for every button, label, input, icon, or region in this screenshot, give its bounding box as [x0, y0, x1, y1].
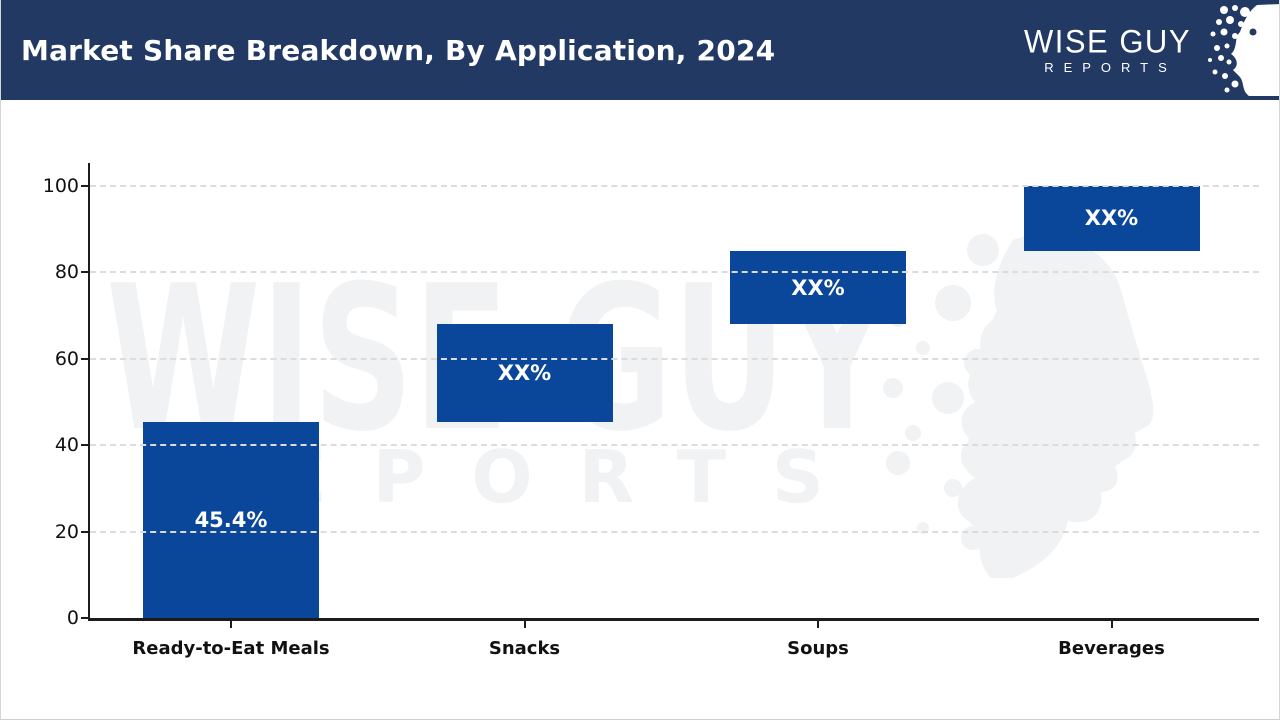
y-tick-60	[81, 357, 88, 360]
x-tick-0	[230, 621, 232, 628]
logo-wiseguy-text: WISE GUY	[1023, 23, 1191, 60]
wise-guy-logo: WISE GUY REPORTS	[1023, 4, 1279, 96]
y-tick-20	[81, 530, 88, 533]
x-category-label-2: Soups	[787, 638, 849, 659]
x-category-label-0: Ready-to-Eat Meals	[132, 638, 330, 659]
bar-snacks: XX%	[436, 324, 613, 422]
x-category-label-3: Beverages	[1058, 638, 1165, 659]
gridline-40	[90, 444, 1259, 447]
y-tick-label-80: 80	[54, 261, 79, 284]
header: Market Share Breakdown, By Application, …	[1, 0, 1279, 100]
y-tick-label-100: 100	[42, 175, 79, 197]
watermark-head-icon	[883, 234, 1154, 578]
y-tick-100	[81, 185, 88, 187]
bar-soups: XX%	[730, 250, 906, 325]
bar-ready-to-eat-meals: 45.4%	[143, 421, 319, 618]
x-axis-line	[88, 618, 1259, 621]
x-tick-3	[1110, 621, 1113, 628]
y-tick-label-0: 0	[66, 607, 79, 629]
y-tick-label-40: 40	[54, 434, 79, 457]
logo-reports-text: REPORTS	[1044, 60, 1177, 76]
x-tick-1	[523, 621, 526, 628]
bar-value-label: XX%	[497, 361, 552, 386]
x-tick-2	[817, 621, 819, 628]
gridline-20	[90, 530, 1259, 533]
y-tick-0	[81, 617, 88, 619]
bar-value-label: XX%	[791, 275, 845, 300]
logo-head-icon	[1208, 4, 1279, 96]
x-category-label-1: Snacks	[488, 638, 561, 659]
y-axis-line	[88, 163, 90, 621]
logo-eye-dot	[1249, 28, 1257, 36]
y-tick-80	[81, 271, 88, 274]
gridline-60	[90, 357, 1259, 360]
bar-beverages: XX%	[1023, 186, 1200, 251]
page-title: Market Share Breakdown, By Application, …	[21, 33, 776, 67]
bar-value-label: XX%	[1084, 206, 1139, 231]
y-tick-label-20: 20	[54, 520, 79, 543]
gridline-80	[90, 271, 1259, 274]
y-tick-40	[81, 444, 88, 447]
bar-value-label: 45.4%	[194, 507, 268, 532]
gridline-100	[90, 185, 1259, 187]
y-tick-label-60: 60	[54, 347, 79, 370]
